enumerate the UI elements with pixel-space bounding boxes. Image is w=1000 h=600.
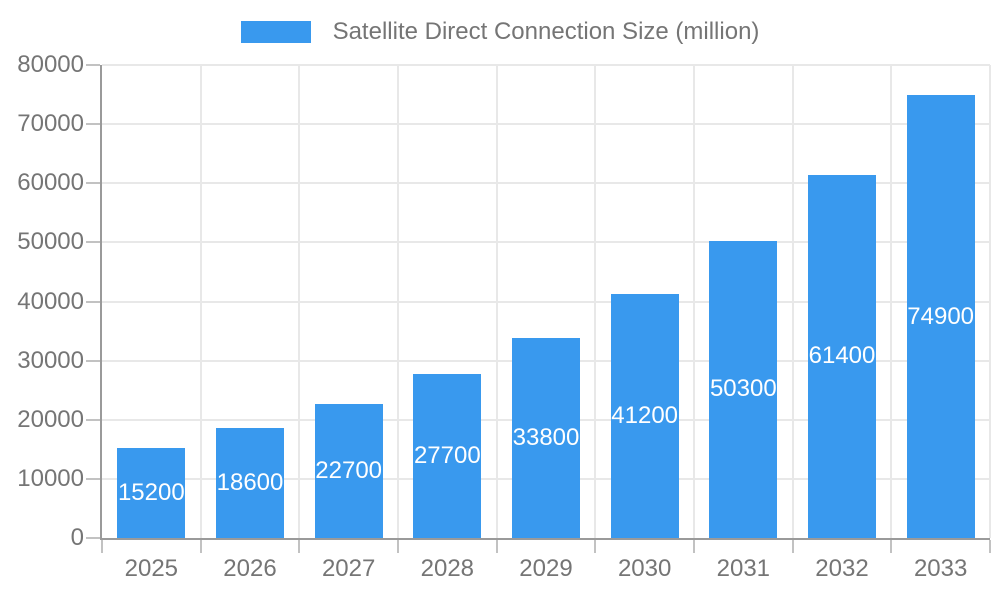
y-axis-tick-label: 80000 bbox=[17, 51, 84, 78]
y-tick-mark bbox=[86, 537, 100, 539]
y-tick-mark bbox=[86, 300, 100, 303]
y-tick-mark bbox=[86, 359, 100, 362]
bar-value-label: 27700 bbox=[413, 442, 481, 470]
y-axis-tick-label: 0 bbox=[70, 524, 84, 551]
x-axis-line bbox=[100, 538, 990, 540]
y-axis-tick-label: 30000 bbox=[17, 346, 84, 374]
gridline-h bbox=[102, 300, 990, 303]
bar[interactable]: 22700 bbox=[314, 403, 383, 538]
y-axis-tick-label: 20000 bbox=[17, 405, 84, 433]
x-tick-mark bbox=[890, 540, 893, 553]
gridline-h bbox=[102, 241, 990, 244]
bar[interactable]: 61400 bbox=[808, 174, 876, 538]
bar-value-label: 74900 bbox=[907, 302, 975, 330]
y-tick-mark bbox=[86, 64, 100, 66]
bar[interactable]: 15200 bbox=[117, 448, 186, 538]
bar[interactable]: 33800 bbox=[512, 338, 580, 538]
x-axis-tick-label: 2032 bbox=[815, 555, 869, 582]
y-axis-tick-label: 10000 bbox=[17, 464, 84, 492]
bar[interactable]: 18600 bbox=[216, 428, 284, 538]
bar-value-label: 22700 bbox=[315, 456, 383, 484]
y-tick-mark bbox=[86, 241, 100, 244]
y-axis-tick-label: 60000 bbox=[17, 169, 84, 197]
y-tick-mark bbox=[86, 182, 100, 185]
y-axis-tick-label: 40000 bbox=[17, 287, 84, 315]
x-axis-tick-label: 2027 bbox=[321, 555, 376, 582]
gridline-v bbox=[989, 65, 991, 538]
y-tick-mark bbox=[86, 123, 100, 126]
bar-value-label: 61400 bbox=[808, 342, 876, 370]
legend-swatch-icon bbox=[240, 21, 311, 43]
bar-value-label: 50300 bbox=[709, 375, 777, 403]
legend[interactable]: Satellite Direct Connection Size (millio… bbox=[0, 16, 1000, 48]
gridline-v bbox=[298, 65, 301, 538]
bar[interactable]: 74900 bbox=[906, 95, 975, 538]
bar-value-label: 18600 bbox=[216, 469, 284, 496]
x-axis-tick-label: 2031 bbox=[716, 555, 771, 582]
x-axis-tick-label: 2025 bbox=[124, 555, 179, 582]
y-tick-mark bbox=[86, 418, 100, 421]
y-axis-line bbox=[100, 65, 102, 540]
bar[interactable]: 27700 bbox=[413, 374, 482, 538]
gridline-v bbox=[495, 65, 498, 538]
gridline-v bbox=[594, 65, 597, 538]
y-axis-tick-label: 70000 bbox=[17, 110, 84, 138]
x-tick-mark bbox=[989, 540, 991, 553]
legend-label: Satellite Direct Connection Size (millio… bbox=[332, 18, 760, 45]
gridline-h bbox=[102, 182, 990, 185]
gridline-v bbox=[397, 65, 399, 538]
gridline-v bbox=[791, 65, 794, 538]
x-tick-mark bbox=[101, 540, 103, 553]
x-axis-tick-label: 2033 bbox=[913, 555, 968, 582]
x-tick-mark bbox=[298, 540, 301, 553]
x-axis-tick-label: 2029 bbox=[519, 555, 573, 582]
bar-value-label: 41200 bbox=[611, 402, 679, 430]
x-tick-mark bbox=[693, 540, 695, 553]
x-tick-mark bbox=[594, 540, 597, 553]
x-tick-mark bbox=[397, 540, 399, 553]
gridline-v bbox=[890, 65, 893, 538]
x-tick-mark bbox=[199, 540, 202, 553]
x-tick-mark bbox=[791, 540, 794, 553]
y-axis-tick-label: 50000 bbox=[17, 228, 84, 256]
x-tick-mark bbox=[495, 540, 498, 553]
x-axis-tick-label: 2028 bbox=[420, 555, 475, 582]
x-axis-tick-label: 2030 bbox=[617, 555, 672, 582]
x-axis-tick-label: 2026 bbox=[223, 555, 277, 582]
bar[interactable]: 50300 bbox=[709, 240, 778, 538]
gridline-h bbox=[102, 64, 990, 66]
y-tick-mark bbox=[86, 477, 100, 480]
bar[interactable]: 41200 bbox=[610, 294, 679, 538]
gridline-v bbox=[199, 65, 202, 538]
gridline-v bbox=[693, 65, 695, 538]
bar-value-label: 33800 bbox=[512, 424, 580, 452]
bar-value-label: 15200 bbox=[117, 479, 185, 507]
gridline-h bbox=[102, 123, 990, 126]
